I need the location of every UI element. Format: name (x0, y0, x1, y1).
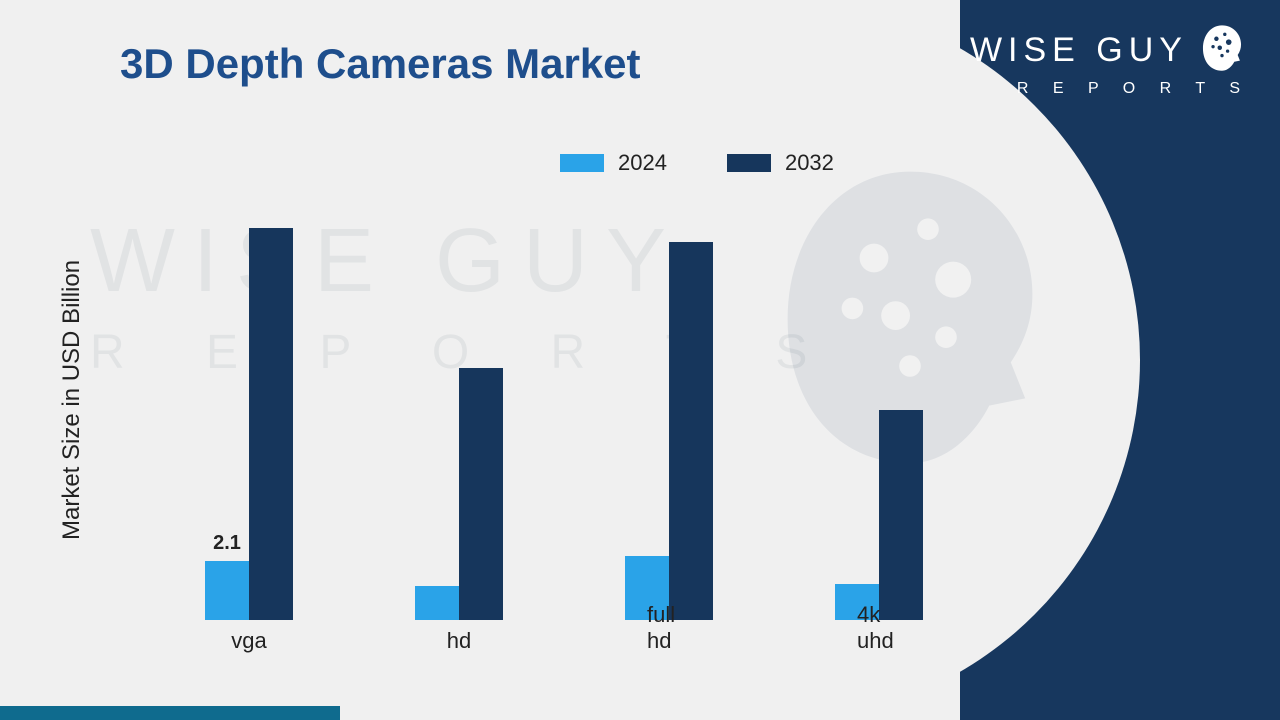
bottom-accent-bar (0, 706, 340, 720)
x-tick-label: hd (447, 628, 471, 654)
logo-text-line1: WISE GUY (970, 31, 1188, 70)
x-tick-label: 4k uhd (857, 602, 901, 654)
x-tick-label: full hd (647, 602, 691, 654)
bar-2032 (669, 242, 713, 620)
head-icon (1194, 22, 1250, 78)
legend-item-2032: 2032 (727, 150, 834, 176)
chart-legend: 2024 2032 (560, 150, 834, 176)
bar-2024 (415, 586, 459, 620)
bar-2032 (249, 228, 293, 620)
legend-label-2024: 2024 (618, 150, 667, 176)
chart-plot-area: 2.1vga hd full hd 4k uhd (100, 200, 940, 620)
y-axis-label: Market Size in USD Billion (58, 260, 86, 540)
legend-label-2032: 2032 (785, 150, 834, 176)
bar-value-label: 2.1 (213, 532, 241, 555)
bar-group: full hd (625, 200, 713, 620)
brand-logo: WISE GUY R E P O R T S (970, 22, 1250, 98)
page-root: 3D Depth Cameras Market WISE GUY R E P O… (0, 0, 1280, 720)
chart-title: 3D Depth Cameras Market (120, 40, 641, 88)
bar-2032 (879, 410, 923, 620)
legend-swatch-2032 (727, 154, 771, 172)
bar-group: 2.1vga (205, 200, 293, 620)
logo-text-line2: R E P O R T S (970, 80, 1250, 98)
legend-swatch-2024 (560, 154, 604, 172)
x-tick-label: vga (231, 628, 266, 654)
legend-item-2024: 2024 (560, 150, 667, 176)
bar-group: hd (415, 200, 503, 620)
bar-2032 (459, 368, 503, 620)
bar-group: 4k uhd (835, 200, 923, 620)
bar-2024 (205, 561, 249, 620)
